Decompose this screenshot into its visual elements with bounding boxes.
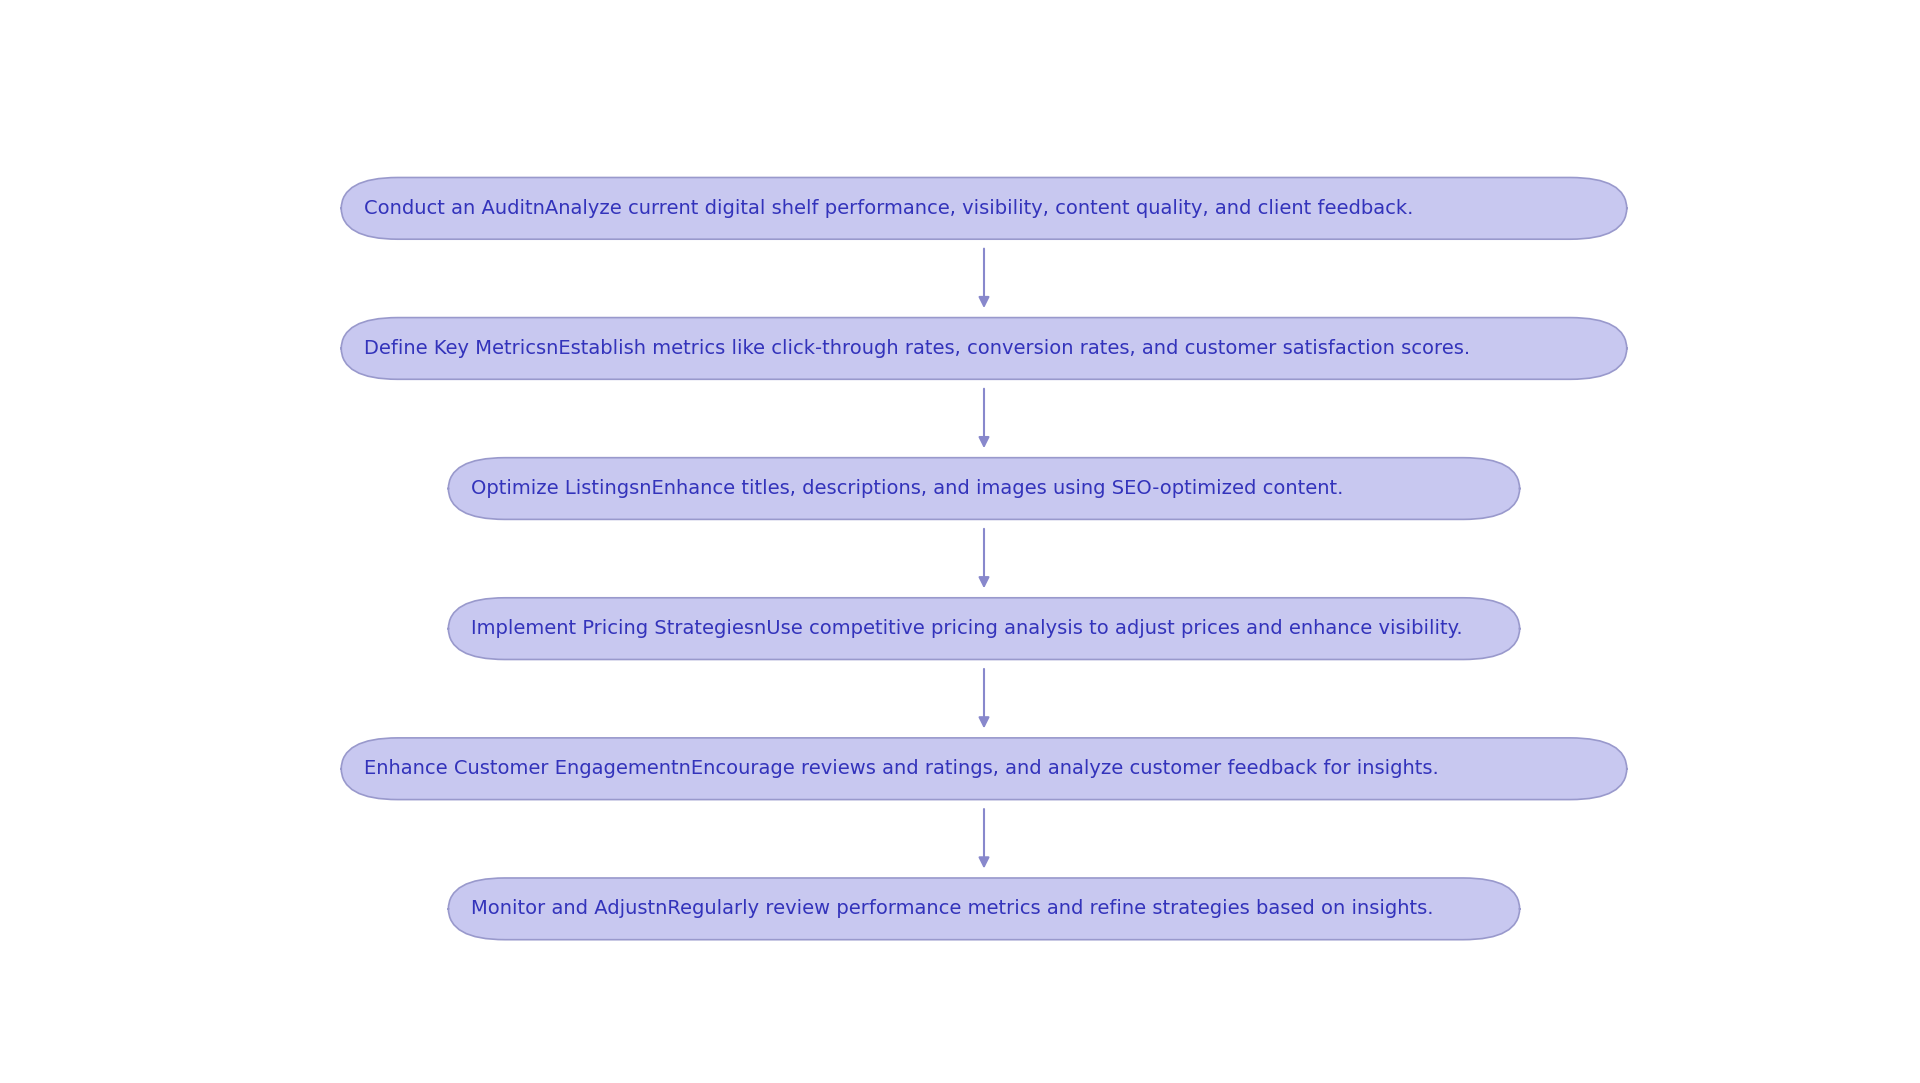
Text: Enhance Customer EngagementnEncourage reviews and ratings, and analyze customer : Enhance Customer EngagementnEncourage re… (363, 759, 1438, 779)
Text: Define Key MetricsnEstablish metrics like click-through rates, conversion rates,: Define Key MetricsnEstablish metrics lik… (363, 339, 1469, 358)
Text: Conduct an AuditnAnalyze current digital shelf performance, visibility, content : Conduct an AuditnAnalyze current digital… (363, 199, 1413, 218)
FancyBboxPatch shape (449, 458, 1521, 520)
FancyBboxPatch shape (449, 878, 1521, 940)
FancyBboxPatch shape (449, 598, 1521, 660)
Text: Implement Pricing StrategiesnUse competitive pricing analysis to adjust prices a: Implement Pricing StrategiesnUse competi… (470, 619, 1463, 638)
FancyBboxPatch shape (342, 317, 1626, 379)
FancyBboxPatch shape (342, 178, 1626, 239)
FancyBboxPatch shape (342, 738, 1626, 799)
Text: Optimize ListingsnEnhance titles, descriptions, and images using SEO-optimized c: Optimize ListingsnEnhance titles, descri… (470, 479, 1342, 498)
Text: Monitor and AdjustnRegularly review performance metrics and refine strategies ba: Monitor and AdjustnRegularly review perf… (470, 899, 1432, 918)
